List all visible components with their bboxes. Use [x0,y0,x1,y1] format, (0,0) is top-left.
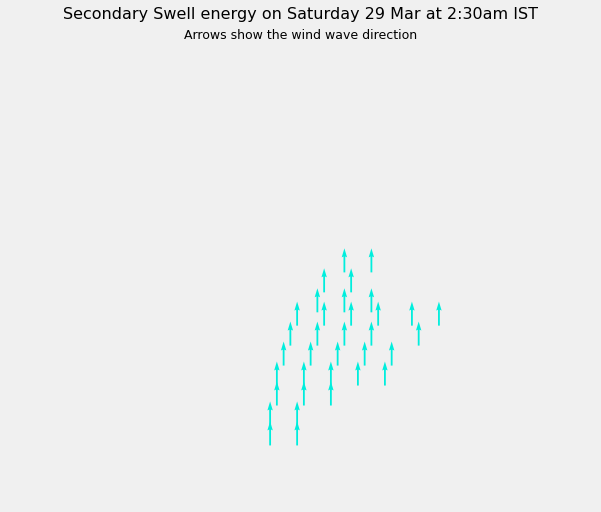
Text: Secondary Swell energy on Saturday 29 Mar at 2:30am IST: Secondary Swell energy on Saturday 29 Ma… [63,7,538,22]
Text: Arrows show the wind wave direction: Arrows show the wind wave direction [184,30,417,42]
